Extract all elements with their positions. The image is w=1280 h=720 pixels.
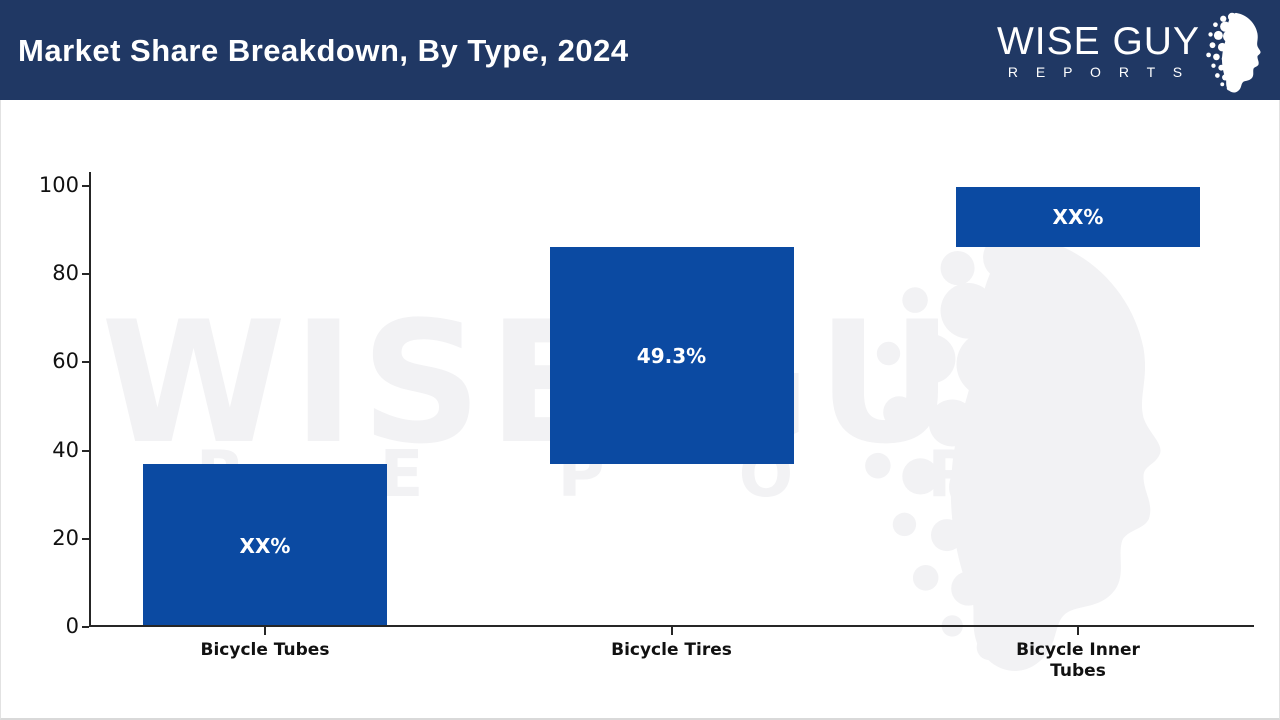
x-category-label: Bicycle Tires (611, 640, 732, 660)
x-category-label: Bicycle Tubes (200, 640, 330, 660)
market-share-bar: XX% (143, 464, 387, 627)
y-tick-label: 40 (52, 437, 79, 462)
page-title: Market Share Breakdown, By Type, 2024 (18, 33, 629, 68)
y-axis-line (89, 172, 91, 627)
bar-value-label: XX% (1052, 204, 1104, 229)
y-tick-mark (82, 185, 89, 188)
watermark-head-icon (865, 234, 1161, 672)
y-tick-label: 20 (52, 525, 79, 550)
market-share-bar: 49.3% (549, 246, 794, 465)
logo-brand-name: WISE GUY (996, 20, 1200, 63)
y-tick-label: 80 (52, 261, 79, 286)
x-tick-mark (670, 627, 673, 635)
y-tick-mark (82, 361, 89, 364)
market-share-bar: XX% (956, 186, 1200, 247)
y-tick-label: 100 (38, 173, 79, 198)
logo-text: WISE GUY R E P O R T S (997, 22, 1200, 81)
y-tick-label: 0 (65, 614, 79, 638)
logo-brand-sub: R E P O R T S (1007, 64, 1190, 80)
bar-value-label: 49.3% (636, 343, 707, 368)
bar-value-label: XX% (239, 533, 291, 558)
dotted-head-profile-icon (1206, 12, 1261, 93)
wise-guy-reports-logo: WISE GUY R E P O R T S (997, 4, 1272, 98)
header-bar: Market Share Breakdown, By Type, 2024 WI… (0, 0, 1280, 100)
y-tick-mark (82, 449, 89, 452)
x-category-label: Bicycle Inner Tubes (1016, 640, 1140, 681)
y-tick-mark (82, 537, 89, 540)
y-tick-mark (82, 626, 89, 628)
y-tick-label: 60 (52, 349, 79, 374)
chart-area: WISE GUY R E P O R T S XX% 49.3% XX% 0 20 40 (0, 100, 1280, 720)
x-tick-mark (264, 627, 266, 635)
x-tick-mark (1077, 627, 1079, 635)
x-axis-line (89, 625, 1254, 627)
y-tick-mark (82, 273, 89, 276)
